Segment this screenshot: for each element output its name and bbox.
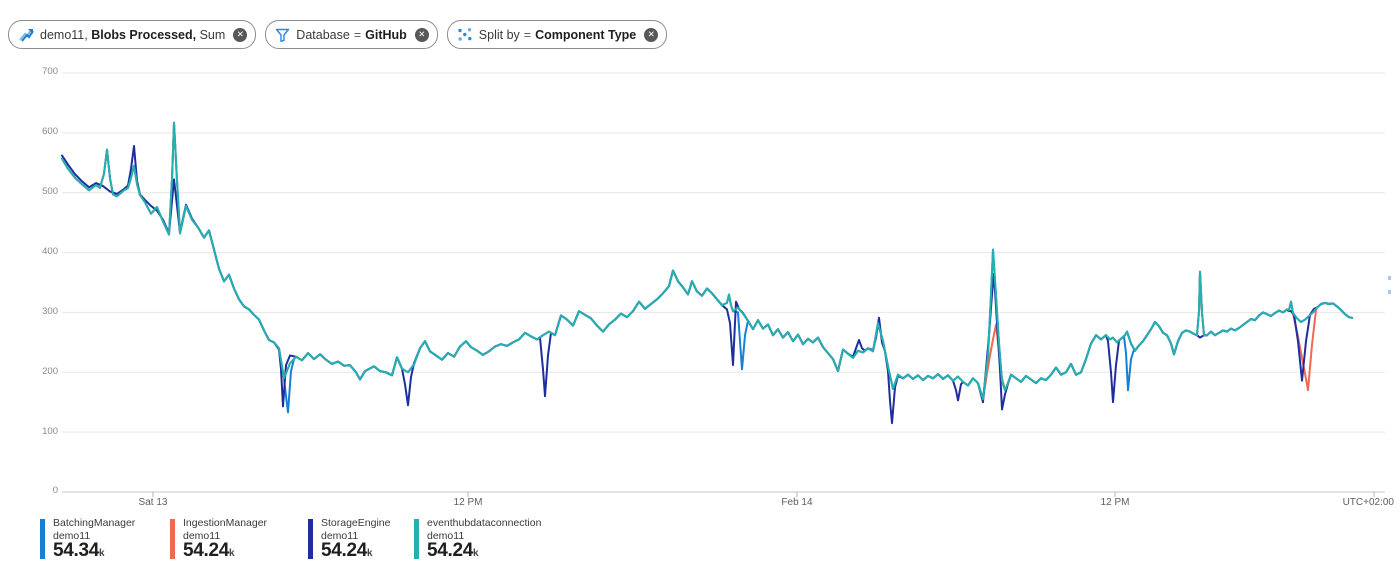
legend-series-name: BatchingManager	[53, 517, 136, 529]
metric-pill[interactable]: demo11, Blobs Processed, Sum ✕	[8, 20, 257, 49]
legend-swatch	[414, 519, 419, 559]
legend-unit: k	[99, 548, 105, 559]
metric-name: Blobs Processed,	[91, 27, 197, 42]
split-value: Component Type	[535, 27, 637, 42]
legend-resource: demo11	[183, 530, 221, 542]
legend-item-eventhubdataconnection[interactable]: eventhubdataconnection demo11 54.24k	[414, 517, 541, 560]
filter-pill-row: demo11, Blobs Processed, Sum ✕ Database …	[8, 20, 668, 49]
y-axis-label: 300	[42, 306, 58, 317]
x-axis-tick-label: Feb 14	[781, 497, 813, 508]
database-filter-pill[interactable]: Database = GitHub ✕	[265, 20, 438, 49]
y-axis-label: 700	[42, 66, 58, 77]
split-label: Split by	[478, 27, 520, 42]
legend-unit: k	[473, 548, 479, 559]
legend-swatch	[308, 519, 313, 559]
legend-value: 54.24	[321, 540, 368, 561]
legend-item-ingestionmanager[interactable]: IngestionManager demo11 54.24k	[170, 517, 267, 560]
metric-aggregation: Sum	[199, 27, 226, 42]
y-axis-label: 600	[42, 126, 58, 137]
legend-unit: k	[367, 548, 373, 559]
chart-edge-handle-dots	[1388, 290, 1391, 294]
legend-swatch	[40, 519, 45, 559]
split-by-icon	[457, 27, 473, 42]
remove-filter-icon[interactable]: ✕	[414, 27, 429, 42]
y-axis-label: 100	[42, 426, 58, 437]
legend-resource: demo11	[321, 530, 359, 542]
filter-funnel-icon	[275, 28, 290, 42]
filter-value: GitHub	[365, 27, 407, 42]
legend-series-name: IngestionManager	[183, 517, 268, 529]
legend-resource: demo11	[53, 530, 91, 542]
legend-resource: demo11	[427, 530, 465, 542]
split-operator: =	[523, 27, 532, 42]
legend-value: 54.24	[427, 540, 474, 561]
y-axis-label: 0	[52, 485, 58, 496]
legend-series-name: eventhubdataconnection	[427, 517, 542, 529]
filter-field: Database	[296, 27, 350, 42]
metrics-chart-icon	[18, 27, 34, 42]
legend-item-storageengine[interactable]: StorageEngine demo11 54.24k	[308, 517, 390, 560]
chart-legend: BatchingManager demo11 54.34k IngestionM…	[0, 517, 1400, 577]
split-by-pill[interactable]: Split by = Component Type ✕	[446, 20, 668, 49]
y-axis-label: 500	[42, 186, 58, 197]
filter-operator: =	[353, 27, 362, 42]
x-axis-tick-label: 12 PM	[1100, 497, 1130, 508]
chart-edge-handle-dots	[1388, 276, 1391, 280]
legend-value: 54.34	[53, 540, 100, 561]
legend-unit: k	[229, 548, 235, 559]
y-axis-label: 400	[42, 246, 58, 257]
legend-item-batchingmanager[interactable]: BatchingManager demo11 54.34k	[40, 517, 135, 560]
y-axis-label: 200	[42, 366, 58, 377]
legend-series-name: StorageEngine	[321, 517, 391, 529]
remove-split-icon[interactable]: ✕	[644, 27, 659, 42]
legend-value: 54.24	[183, 540, 230, 561]
x-axis-tick-label: 12 PM	[453, 497, 483, 508]
legend-swatch	[170, 519, 175, 559]
remove-metric-icon[interactable]: ✕	[233, 27, 248, 42]
metric-resource: demo11,	[40, 27, 88, 42]
x-axis-tick-label: Sat 13	[138, 497, 168, 508]
timezone-label: UTC+02:00	[1342, 497, 1394, 508]
